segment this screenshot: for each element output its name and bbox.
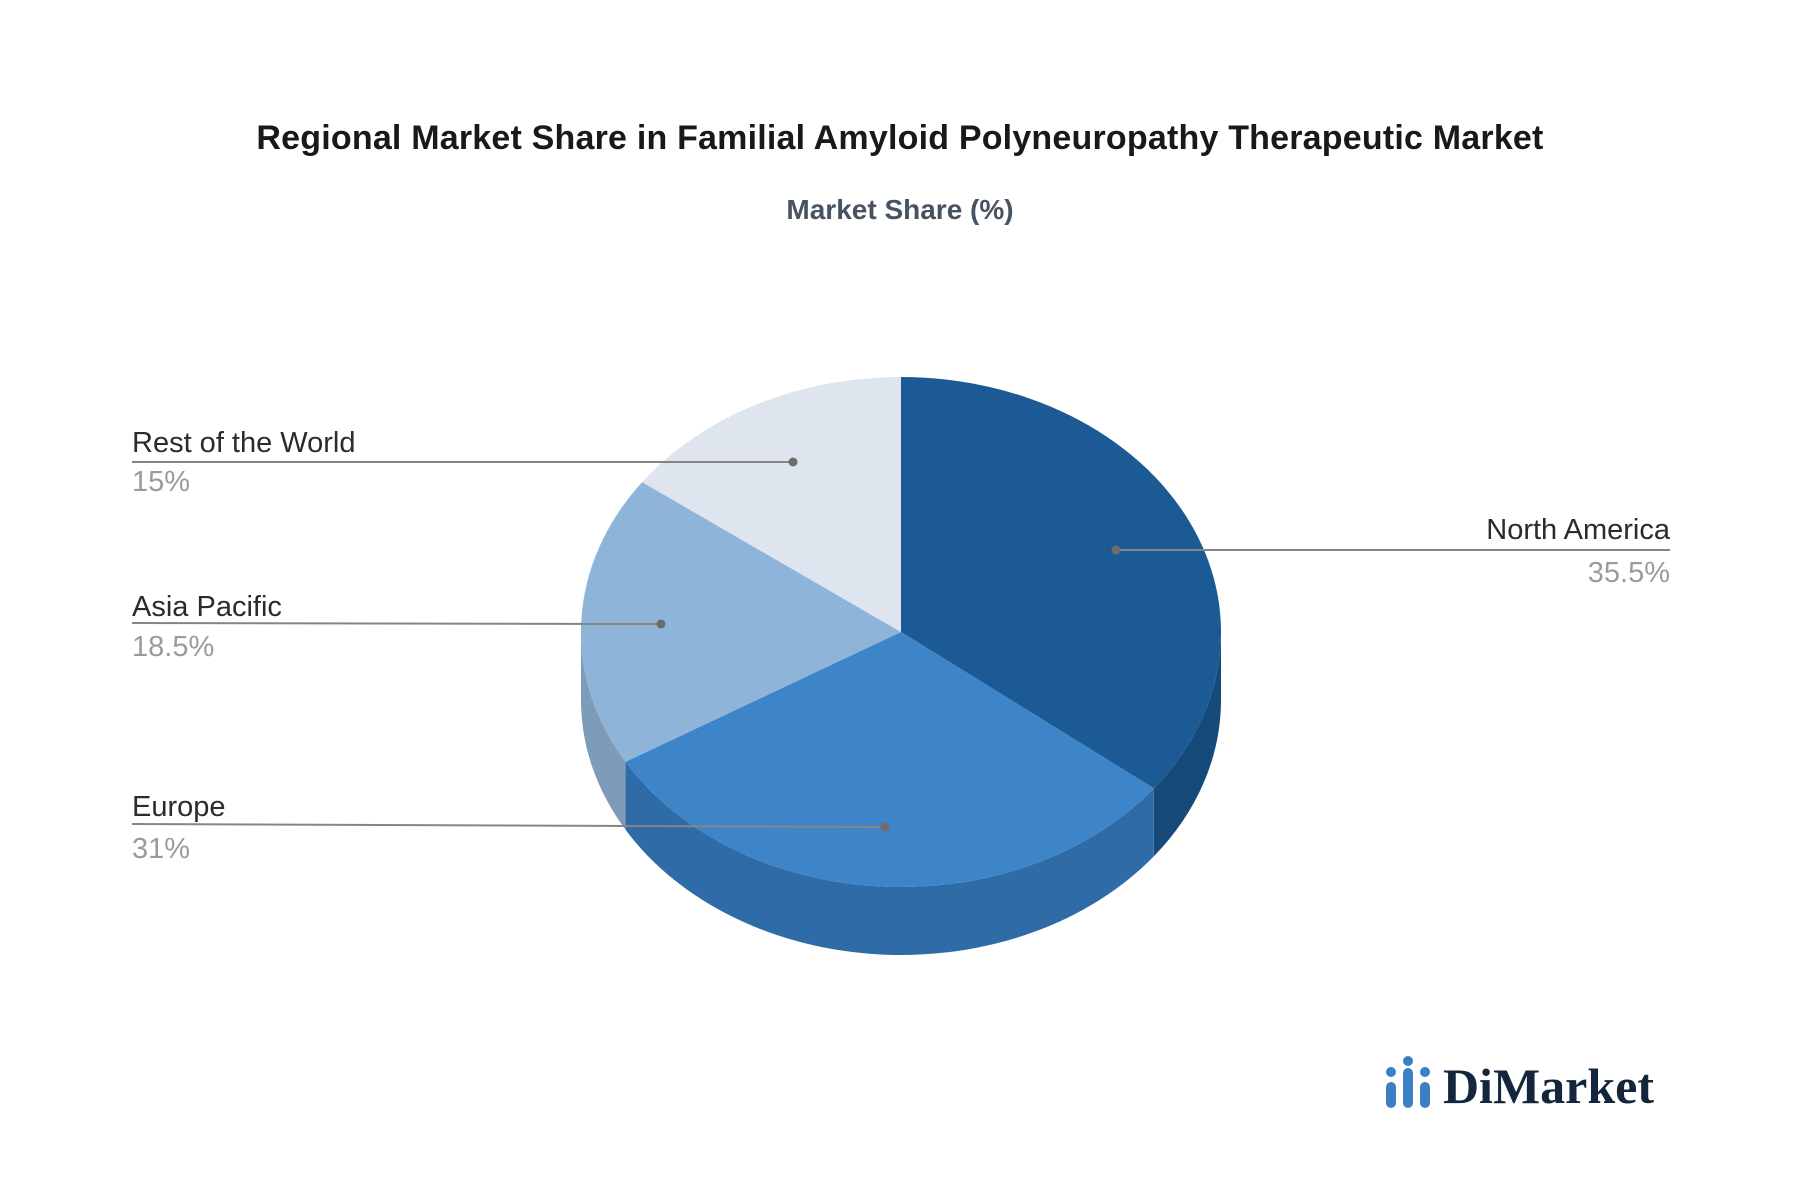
chart-title: Regional Market Share in Familial Amyloi… [256,119,1544,157]
leader-dot-rest-of-the-world [788,457,798,467]
chart-subtitle: Market Share (%) [786,194,1014,225]
pie-label-rest-of-the-world: Rest of the World [132,427,356,459]
pie-slice-rest-of-the-world[interactable] [642,377,901,632]
leader-line-asia-pacific [131,622,662,625]
pie-value-rest-of-the-world: 15% [132,466,191,498]
pie-value-europe: 31% [132,833,191,865]
logo-text: DiMarket [1442,1058,1654,1114]
pie-value-north-america: 35.5% [1587,557,1670,589]
pie-slice-asia-pacific[interactable] [581,482,901,762]
pie-label-asia-pacific: Asia Pacific [132,591,282,623]
bar-chart-icon [1385,1056,1430,1108]
pie-side-north-america [1153,632,1221,857]
leader-dot-europe [880,822,890,832]
leader-line-europe [131,823,886,828]
pie-side-asia-pacific [581,632,626,830]
dimarket-logo: DiMarket [1385,1056,1654,1114]
leader-dot-asia-pacific [656,619,666,629]
pie-slice-europe[interactable] [625,632,1154,888]
pie-label-north-america: North America [1486,514,1670,546]
pie-side-europe [625,761,1154,956]
pie-value-asia-pacific: 18.5% [132,631,215,663]
pie-label-europe: Europe [132,791,226,823]
pie-slice-north-america[interactable] [901,377,1222,789]
leader-dot-north-america [1111,545,1121,555]
